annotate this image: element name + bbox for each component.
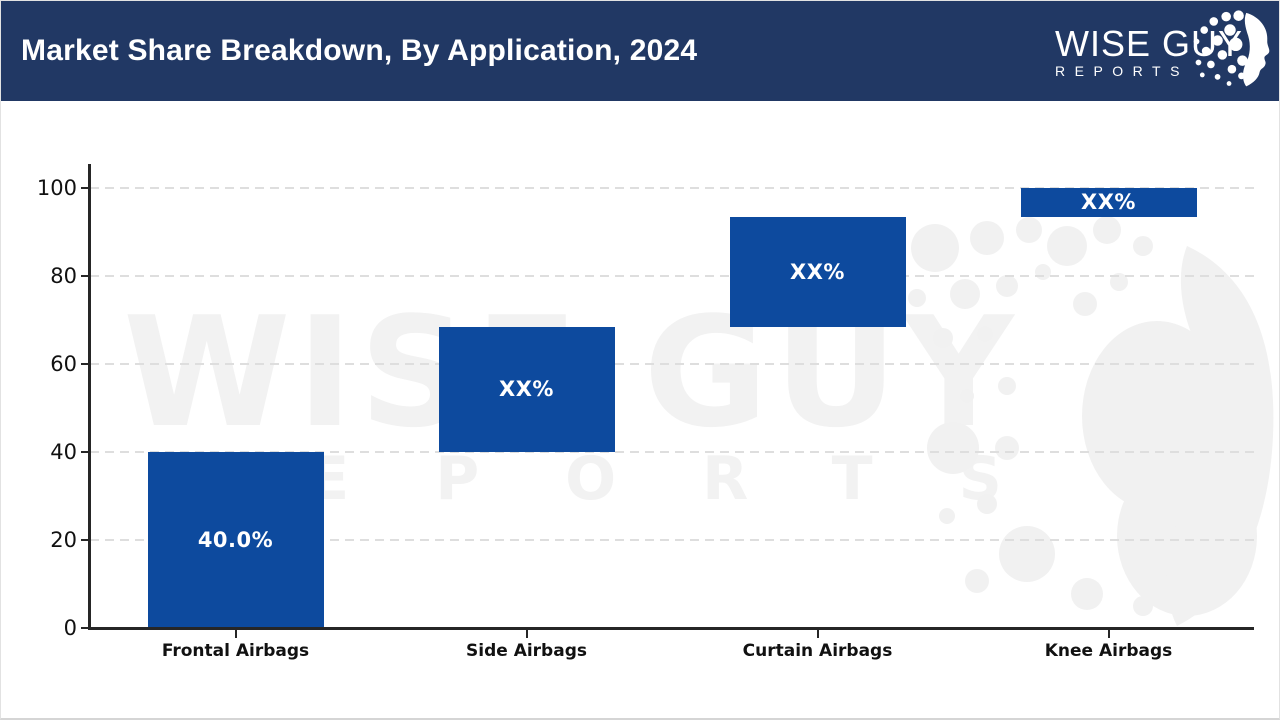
brand-logo: WISE GUY REPORTS (1017, 7, 1270, 95)
x-axis-tick-mark (1107, 629, 1110, 638)
bar-value-label: XX% (1081, 190, 1136, 215)
gridline-20 (90, 539, 1254, 541)
x-axis-category-label: Knee Airbags (1044, 641, 1173, 661)
y-axis-tick-mark (81, 451, 90, 453)
bar-value-label: XX% (499, 377, 554, 402)
x-axis-tick-mark (525, 629, 528, 638)
bar-frontal-airbags: 40.0% (147, 452, 324, 628)
x-axis-category-label: Curtain Airbags (742, 641, 893, 661)
y-axis-tick-label: 80 (50, 264, 77, 288)
y-axis-tick-mark (81, 363, 90, 365)
gridline-60 (90, 363, 1254, 365)
x-axis-tick-mark (234, 629, 237, 638)
y-axis-spine (88, 164, 91, 630)
x-axis-tick-mark (816, 629, 819, 638)
bar-knee-airbags: XX% (1020, 188, 1197, 217)
y-axis-tick-label: 40 (50, 440, 77, 464)
brand-subname: REPORTS (1055, 63, 1189, 79)
logo-face-dots-icon (1193, 10, 1270, 87)
page-title: Market Share Breakdown, By Application, … (21, 34, 698, 67)
y-axis-tick-mark (81, 275, 90, 277)
x-axis-category-label: Frontal Airbags (161, 641, 310, 661)
gridline-40 (90, 451, 1254, 453)
y-axis-tick-label: 20 (50, 528, 77, 552)
y-axis-tick-label: 60 (50, 352, 77, 376)
y-axis-tick-mark (81, 187, 90, 189)
x-axis-spine (88, 627, 1254, 630)
y-axis-tick-label: 0 (63, 616, 77, 640)
brand-logo-text: WISE GUY REPORTS (1055, 23, 1244, 80)
gridline-80 (90, 275, 1254, 277)
bar-curtain-airbags: XX% (729, 216, 906, 327)
x-axis-category-label: Side Airbags (466, 641, 587, 661)
bar-value-label: 40.0% (197, 528, 274, 552)
header-bar: Market Share Breakdown, By Application, … (1, 1, 1279, 101)
brand-name: WISE GUY (1055, 23, 1244, 64)
gridline-100 (90, 187, 1254, 189)
watermark-face-dots-icon (908, 216, 1274, 626)
y-axis-tick-label: 100 (36, 176, 77, 200)
y-axis-tick-mark (81, 627, 90, 629)
bar-value-label: XX% (790, 259, 845, 284)
y-axis-tick-mark (81, 539, 90, 541)
bar-side-airbags: XX% (438, 326, 615, 452)
